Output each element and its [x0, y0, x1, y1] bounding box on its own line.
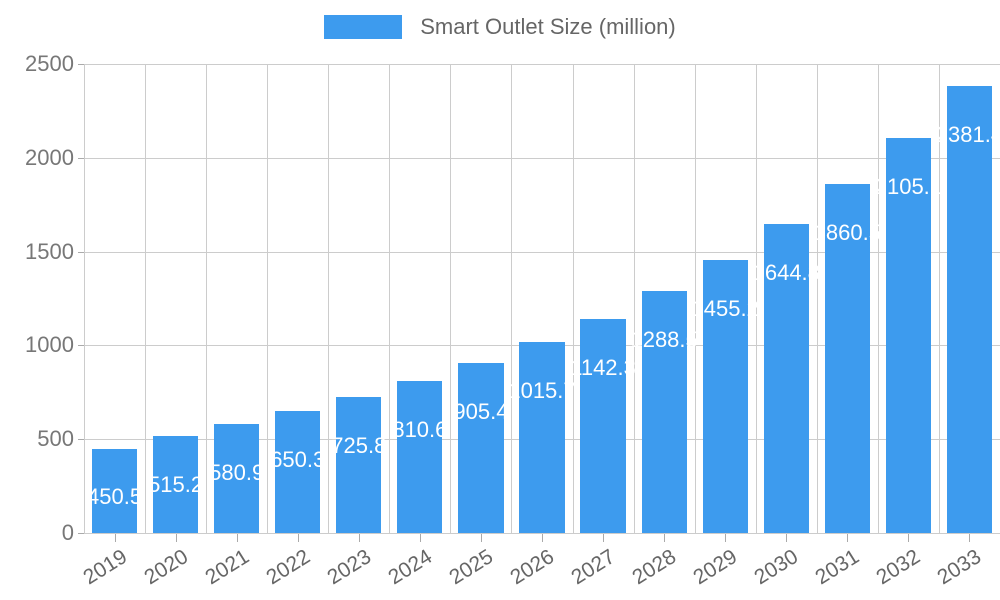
x-axis-tick-mark — [480, 534, 482, 542]
x-axis-tick-mark — [175, 534, 177, 542]
y-axis-tick-label: 1000 — [25, 332, 74, 358]
gridline-vertical — [389, 64, 390, 533]
y-axis-tick-mark — [78, 64, 85, 65]
y-axis-tick-mark — [78, 251, 85, 253]
x-axis-tick-mark — [358, 534, 360, 542]
x-axis-tick-mark — [847, 534, 849, 542]
bar[interactable] — [397, 380, 443, 533]
gridline-vertical — [328, 64, 329, 533]
x-axis-tick-label: 2030 — [750, 545, 803, 590]
x-axis-tick-label: 2029 — [689, 545, 742, 590]
x-axis-tick-label: 2024 — [384, 545, 437, 590]
bar[interactable] — [763, 224, 809, 533]
y-axis-tick-mark — [78, 439, 85, 441]
x-axis-tick-mark — [297, 534, 299, 542]
y-axis-tick-label: 500 — [37, 426, 74, 452]
bar[interactable] — [519, 342, 565, 533]
x-axis-tick-label: 2021 — [201, 545, 253, 590]
plot-area: 450.5 515.2 580.9 650.3 725.8 810.6 905.4 1015.… — [84, 64, 1000, 534]
legend-label: Smart Outlet Size (million) — [420, 14, 676, 39]
x-axis-tick-mark — [908, 534, 910, 542]
chart-legend: Smart Outlet Size (million) — [0, 14, 1000, 40]
bar[interactable] — [214, 424, 260, 533]
gridline-vertical — [817, 64, 818, 533]
gridline-vertical — [84, 64, 85, 533]
x-axis-tick-mark — [236, 534, 238, 542]
x-axis-tick-label: 2028 — [628, 545, 681, 590]
y-axis-tick-label: 0 — [61, 520, 74, 545]
bar[interactable] — [702, 260, 748, 533]
gridline-vertical — [634, 64, 635, 533]
bar[interactable] — [885, 138, 931, 533]
x-axis-tick-label: 2022 — [262, 545, 314, 590]
gridline-vertical — [206, 64, 207, 533]
y-axis-ticks: 0 500 1000 1500 2000 2500 — [0, 0, 85, 600]
x-axis-tick-mark — [114, 534, 116, 542]
bar[interactable] — [91, 448, 138, 533]
gridline-horizontal — [84, 157, 1000, 159]
y-axis-tick-mark — [78, 533, 85, 534]
x-axis-tick-label: 2020 — [139, 545, 192, 590]
x-axis-tick-mark — [786, 534, 788, 542]
y-axis-tick-mark — [78, 345, 85, 347]
gridline-vertical — [695, 64, 696, 533]
gridline-horizontal — [84, 64, 1000, 65]
x-axis-tick-label: 2019 — [78, 545, 131, 590]
gridline-vertical — [878, 64, 879, 533]
x-axis-tick-mark — [969, 534, 971, 542]
gridline-horizontal — [84, 251, 1000, 253]
gridline-vertical — [145, 64, 146, 533]
x-axis-tick-label: 2025 — [445, 545, 498, 590]
bar[interactable] — [275, 411, 321, 533]
x-axis-tick-label: 2023 — [323, 545, 375, 590]
x-axis-tick-mark — [542, 534, 543, 542]
y-axis-tick-mark — [78, 157, 85, 159]
legend-swatch-icon — [324, 15, 403, 39]
gridline-vertical — [511, 64, 512, 533]
x-axis-tick-mark — [603, 534, 605, 542]
x-axis-tick-mark — [725, 534, 727, 542]
x-axis-tick-mark — [419, 534, 421, 542]
x-axis-tick-label: 2027 — [567, 545, 620, 590]
gridline-vertical — [267, 64, 268, 533]
x-axis-tick-label: 2031 — [811, 545, 864, 590]
y-axis-tick-label: 2000 — [25, 144, 74, 170]
bar[interactable] — [153, 436, 199, 533]
bar[interactable] — [580, 318, 626, 533]
legend-item-smart-outlet-size[interactable]: Smart Outlet Size (million) — [324, 14, 676, 40]
y-axis-tick-label: 2500 — [25, 51, 74, 76]
bar[interactable] — [824, 183, 870, 533]
bar[interactable] — [336, 396, 382, 533]
bar[interactable] — [641, 291, 687, 533]
x-axis-tick-label: 2032 — [872, 545, 925, 590]
gridline-vertical — [450, 64, 451, 533]
gridline-vertical — [573, 64, 574, 533]
y-axis-tick-label: 1500 — [25, 238, 74, 264]
bar[interactable] — [458, 363, 504, 533]
gridline-vertical — [939, 64, 940, 533]
gridline-horizontal — [84, 533, 1000, 534]
x-axis-tick-mark — [664, 534, 666, 542]
bar[interactable] — [946, 86, 993, 533]
x-axis-tick-label: 2026 — [506, 545, 559, 590]
x-axis-tick-label: 2033 — [933, 545, 986, 590]
gridline-vertical — [756, 64, 757, 533]
